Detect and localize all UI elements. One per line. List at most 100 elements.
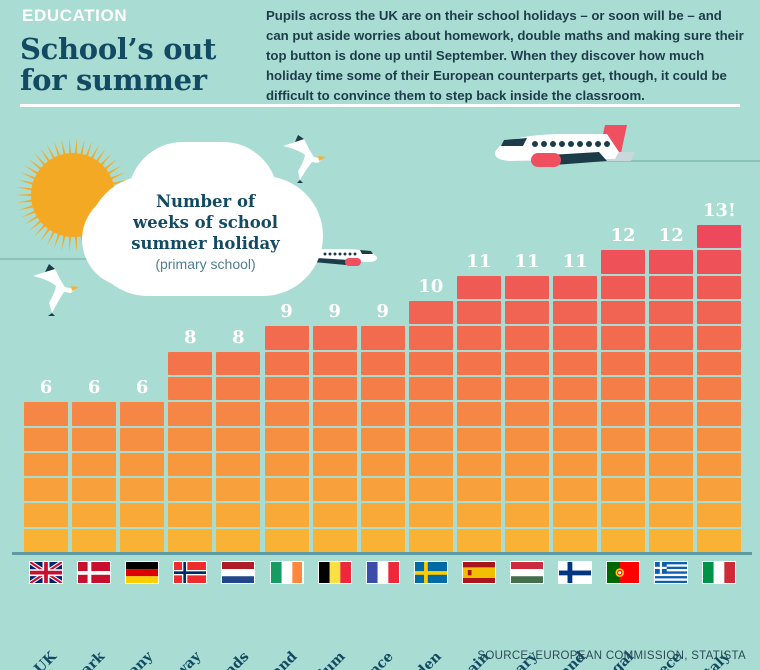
bar-segment xyxy=(697,301,742,325)
flag-italy-icon xyxy=(702,561,737,584)
bar-segment xyxy=(408,452,453,477)
chart-title-line-1: Number of xyxy=(155,192,256,211)
chart-title-line-3: summer holiday xyxy=(131,233,280,253)
bar-segment xyxy=(216,452,261,477)
bar-segment xyxy=(408,376,453,401)
bar-segment xyxy=(649,301,694,325)
headline-line-1: School’s out xyxy=(20,32,217,66)
bar-segment xyxy=(408,427,453,451)
bar-spain xyxy=(456,274,501,552)
bar-segment xyxy=(601,478,646,502)
bar-value-label: 10 xyxy=(418,276,444,297)
bar-segment xyxy=(408,301,453,325)
bar-segment xyxy=(72,503,117,527)
bar-segment xyxy=(264,427,309,451)
bar-segment xyxy=(264,376,309,401)
bar-value-label: 6 xyxy=(135,377,149,399)
bar-segment xyxy=(312,376,357,401)
bar-value-label: 12 xyxy=(610,225,636,247)
bar-segment xyxy=(601,301,646,325)
bar-segment xyxy=(456,351,501,375)
flag-germany-icon xyxy=(125,561,160,584)
header-divider xyxy=(20,104,740,107)
flag-hungary-icon xyxy=(510,561,544,584)
bar-segment xyxy=(649,351,694,375)
bar-value-label: 11 xyxy=(466,250,492,272)
bar-denmark xyxy=(72,400,117,552)
bar-segment xyxy=(408,326,453,350)
bar-segment xyxy=(601,402,646,426)
bar-segment xyxy=(697,250,742,274)
bar-segment xyxy=(456,478,501,502)
bar-segment xyxy=(120,402,165,426)
bar-segment xyxy=(168,452,213,477)
bar-segment xyxy=(216,427,261,451)
bar-ireland xyxy=(264,324,309,552)
standfirst-text: Pupils across the UK are on their school… xyxy=(266,8,744,104)
bar-italy xyxy=(697,223,742,552)
bar-segment xyxy=(168,402,213,426)
bar-segment xyxy=(360,478,405,502)
bar-segment xyxy=(649,326,694,350)
bar-segment xyxy=(72,478,117,502)
bar-value-label: 6 xyxy=(39,377,53,399)
bar-value-label: 9 xyxy=(280,301,293,323)
bar-segment xyxy=(360,326,405,350)
bar-sweden xyxy=(408,299,453,552)
chart-title-cloud: Number of weeks of school summer holiday… xyxy=(82,142,323,296)
bar-segment xyxy=(408,351,453,375)
chart-title-line-2: weeks of school xyxy=(132,212,279,232)
flag-belgium-icon xyxy=(317,561,352,584)
bar-segment xyxy=(216,376,261,401)
bar-segment xyxy=(360,503,405,527)
bar-segment xyxy=(649,427,694,451)
bar-segment xyxy=(360,351,405,375)
flag-finland-icon xyxy=(558,561,593,584)
bar-segment xyxy=(24,452,68,477)
bar-segment xyxy=(649,275,694,300)
bar-value-label: 8 xyxy=(184,326,197,348)
bar-value-label: 9 xyxy=(328,301,341,323)
flag-denmark-icon xyxy=(77,561,112,584)
bar-uk xyxy=(24,400,68,552)
bar-segment xyxy=(264,528,309,552)
seagull-icon xyxy=(283,135,326,183)
bar-segment xyxy=(24,478,68,502)
bar-segment xyxy=(601,528,646,552)
bar-segment xyxy=(697,402,742,426)
bar-france xyxy=(360,324,405,552)
bar-segment xyxy=(456,528,501,552)
bar-segment xyxy=(505,528,549,552)
bar-value-label: 9 xyxy=(376,301,389,323)
bar-segment xyxy=(456,503,501,527)
seagull-icon xyxy=(33,264,79,316)
bar-segment xyxy=(456,301,501,325)
bar-segment xyxy=(697,427,742,451)
bar-belgium xyxy=(312,324,357,552)
bar-segment xyxy=(601,503,646,527)
bar-segment xyxy=(168,351,213,375)
bar-segment xyxy=(120,478,165,502)
bar-value-label: 6 xyxy=(87,377,101,399)
bar-segment xyxy=(72,452,117,477)
bar-segment xyxy=(360,402,405,426)
bar-segment xyxy=(553,326,598,350)
bar-segment xyxy=(456,402,501,426)
bar-segment xyxy=(120,452,165,477)
bar-segment xyxy=(553,528,598,552)
bar-segment xyxy=(312,427,357,451)
headline-line-2: for summer xyxy=(20,63,207,98)
bar-segment xyxy=(697,478,742,502)
bar-value-label: 11 xyxy=(514,250,540,272)
bar-segment xyxy=(649,376,694,401)
bar-segment xyxy=(553,402,598,426)
flag-spain-icon xyxy=(461,561,496,584)
bar-segment xyxy=(553,478,598,502)
bar-segment xyxy=(601,427,646,451)
bar-segment xyxy=(24,503,68,527)
bar-segment xyxy=(72,427,117,451)
airplane-icon xyxy=(307,244,378,266)
bar-value-label: 11 xyxy=(562,250,588,272)
